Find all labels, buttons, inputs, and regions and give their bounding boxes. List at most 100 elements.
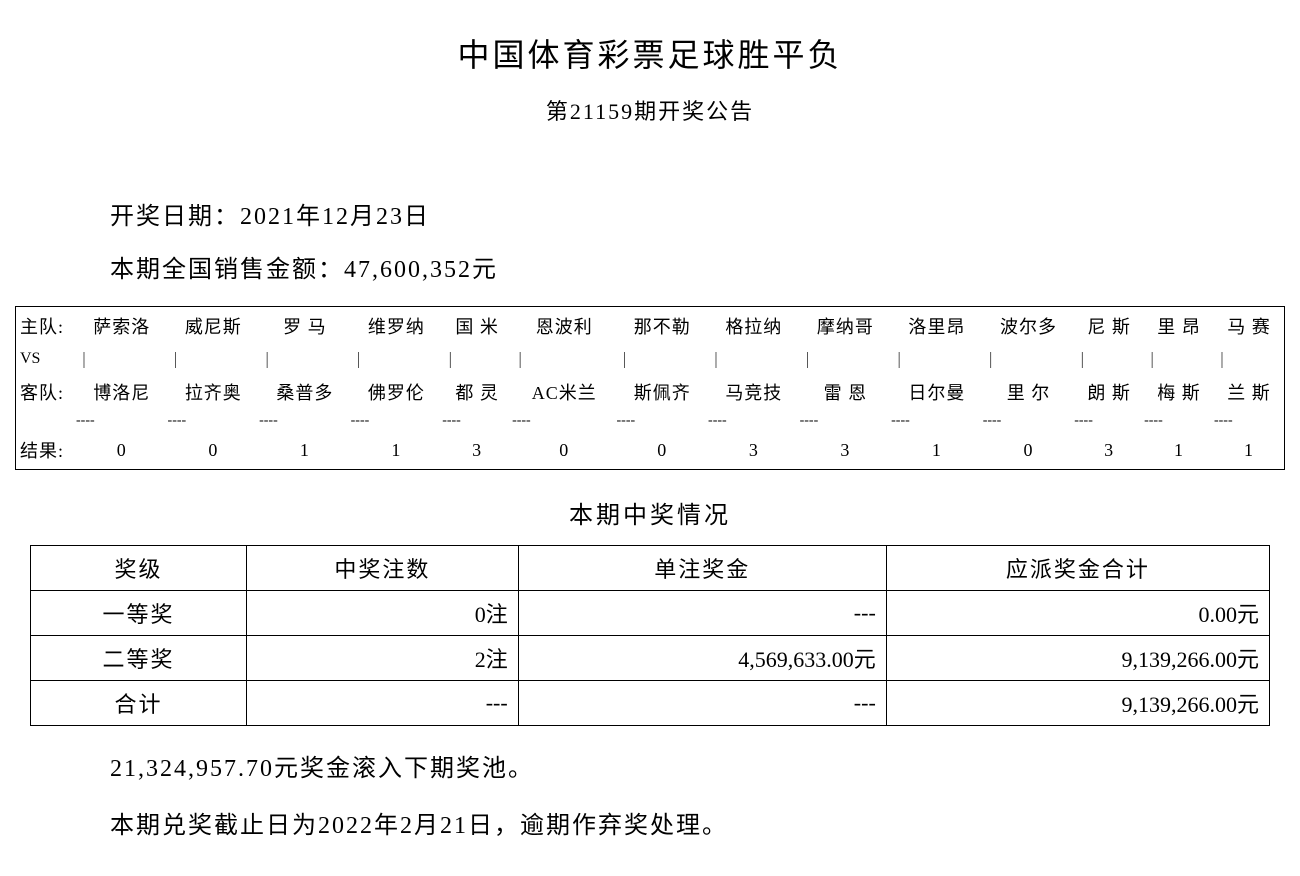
result-cell: 1 — [1214, 431, 1284, 469]
result-row: 结果: 0 0 1 1 3 0 0 3 3 1 0 3 1 1 — [16, 431, 1284, 469]
home-team-cell: 萨索洛 — [76, 307, 168, 345]
prize-total-cell: 9,139,266.00元 — [886, 681, 1269, 726]
vs-cell: ｜ — [1144, 345, 1214, 373]
prize-level-cell: 合计 — [31, 681, 247, 726]
match-results-container: 主队: 萨索洛 威尼斯 罗 马 维罗纳 国 米 恩波利 那不勒 格拉纳 摩纳哥 … — [15, 306, 1285, 470]
home-team-cell: 威尼斯 — [168, 307, 260, 345]
document-subtitle: 第21159期开奖公告 — [15, 94, 1285, 126]
home-team-cell: 波尔多 — [983, 307, 1075, 345]
vs-cell: ｜ — [442, 345, 512, 373]
result-cell: 1 — [1144, 431, 1214, 469]
vs-cell: ｜ — [617, 345, 709, 373]
away-team-cell: AC米兰 — [512, 373, 616, 411]
dash-row: ---- ---- ---- ---- ---- ---- ---- ---- … — [16, 411, 1284, 431]
home-team-cell: 格拉纳 — [708, 307, 800, 345]
home-team-cell: 那不勒 — [617, 307, 709, 345]
away-team-cell: 里 尔 — [983, 373, 1075, 411]
result-cell: 3 — [442, 431, 512, 469]
home-team-cell: 摩纳哥 — [800, 307, 892, 345]
result-cell: 0 — [76, 431, 168, 469]
dash-cell: ---- — [800, 411, 892, 431]
deadline-line: 本期兑奖截止日为2022年2月21日，逾期作弃奖处理。 — [110, 805, 1285, 840]
away-team-cell: 博洛尼 — [76, 373, 168, 411]
home-team-label: 主队: — [16, 307, 76, 345]
away-team-cell: 梅 斯 — [1144, 373, 1214, 411]
dash-cell: ---- — [708, 411, 800, 431]
vs-cell: ｜ — [168, 345, 260, 373]
result-cell: 3 — [1074, 431, 1144, 469]
dash-cell: ---- — [983, 411, 1075, 431]
vs-cell: ｜ — [983, 345, 1075, 373]
dash-label-cell — [16, 411, 76, 431]
home-team-row: 主队: 萨索洛 威尼斯 罗 马 维罗纳 国 米 恩波利 那不勒 格拉纳 摩纳哥 … — [16, 307, 1284, 345]
vs-cell: ｜ — [259, 345, 351, 373]
home-team-cell: 罗 马 — [259, 307, 351, 345]
dash-cell: ---- — [512, 411, 616, 431]
prize-section-title: 本期中奖情况 — [15, 495, 1285, 530]
prize-col-level: 奖级 — [31, 546, 247, 591]
away-team-cell: 朗 斯 — [1074, 373, 1144, 411]
home-team-cell: 里 昂 — [1144, 307, 1214, 345]
dash-cell: ---- — [168, 411, 260, 431]
home-team-cell: 维罗纳 — [351, 307, 443, 345]
away-team-cell: 拉齐奥 — [168, 373, 260, 411]
dash-cell: ---- — [76, 411, 168, 431]
vs-cell: ｜ — [708, 345, 800, 373]
dash-cell: ---- — [351, 411, 443, 431]
vs-cell: ｜ — [76, 345, 168, 373]
prize-count-cell: --- — [246, 681, 518, 726]
prize-table: 奖级 中奖注数 单注奖金 应派奖金合计 一等奖 0注 --- 0.00元 二等奖… — [30, 545, 1270, 726]
away-team-cell: 桑普多 — [259, 373, 351, 411]
dash-cell: ---- — [1144, 411, 1214, 431]
vs-cell: ｜ — [512, 345, 616, 373]
home-team-cell: 恩波利 — [512, 307, 616, 345]
dash-cell: ---- — [1074, 411, 1144, 431]
prize-level-cell: 一等奖 — [31, 591, 247, 636]
prize-total-cell: 9,139,266.00元 — [886, 636, 1269, 681]
vs-cell: ｜ — [800, 345, 892, 373]
away-team-row: 客队: 博洛尼 拉齐奥 桑普多 佛罗伦 都 灵 AC米兰 斯佩齐 马竞技 雷 恩… — [16, 373, 1284, 411]
away-team-cell: 马竞技 — [708, 373, 800, 411]
home-team-cell: 洛里昂 — [891, 307, 983, 345]
result-cell: 1 — [891, 431, 983, 469]
draw-date-value: 2021年12月23日 — [240, 204, 430, 230]
away-team-cell: 斯佩齐 — [617, 373, 709, 411]
vs-label: VS — [16, 345, 76, 373]
away-team-cell: 都 灵 — [442, 373, 512, 411]
prize-col-count: 中奖注数 — [246, 546, 518, 591]
vs-cell: ｜ — [891, 345, 983, 373]
sales-value: 47,600,352元 — [344, 257, 498, 283]
sales-label: 本期全国销售金额： — [110, 257, 344, 283]
document-title: 中国体育彩票足球胜平负 — [15, 30, 1285, 76]
prize-col-unit: 单注奖金 — [518, 546, 886, 591]
result-cell: 0 — [168, 431, 260, 469]
dash-cell: ---- — [891, 411, 983, 431]
result-cell: 0 — [983, 431, 1075, 469]
vs-cell: ｜ — [351, 345, 443, 373]
prize-col-total: 应派奖金合计 — [886, 546, 1269, 591]
draw-date-label: 开奖日期： — [110, 204, 240, 230]
vs-cell: ｜ — [1214, 345, 1284, 373]
draw-date-line: 开奖日期：2021年12月23日 — [110, 196, 1285, 231]
prize-row-second: 二等奖 2注 4,569,633.00元 9,139,266.00元 — [31, 636, 1270, 681]
away-team-cell: 佛罗伦 — [351, 373, 443, 411]
result-cell: 3 — [708, 431, 800, 469]
prize-count-cell: 2注 — [246, 636, 518, 681]
prize-unit-cell: --- — [518, 591, 886, 636]
prize-count-cell: 0注 — [246, 591, 518, 636]
sales-amount-line: 本期全国销售金额：47,600,352元 — [110, 249, 1285, 284]
dash-cell: ---- — [442, 411, 512, 431]
dash-cell: ---- — [1214, 411, 1284, 431]
dash-cell: ---- — [617, 411, 709, 431]
prize-row-first: 一等奖 0注 --- 0.00元 — [31, 591, 1270, 636]
prize-total-cell: 0.00元 — [886, 591, 1269, 636]
away-team-label: 客队: — [16, 373, 76, 411]
prize-row-total: 合计 --- --- 9,139,266.00元 — [31, 681, 1270, 726]
result-cell: 0 — [512, 431, 616, 469]
dash-cell: ---- — [259, 411, 351, 431]
result-cell: 3 — [800, 431, 892, 469]
prize-header-row: 奖级 中奖注数 单注奖金 应派奖金合计 — [31, 546, 1270, 591]
rollover-line: 21,324,957.70元奖金滚入下期奖池。 — [110, 748, 1285, 783]
away-team-cell: 兰 斯 — [1214, 373, 1284, 411]
result-cell: 1 — [259, 431, 351, 469]
